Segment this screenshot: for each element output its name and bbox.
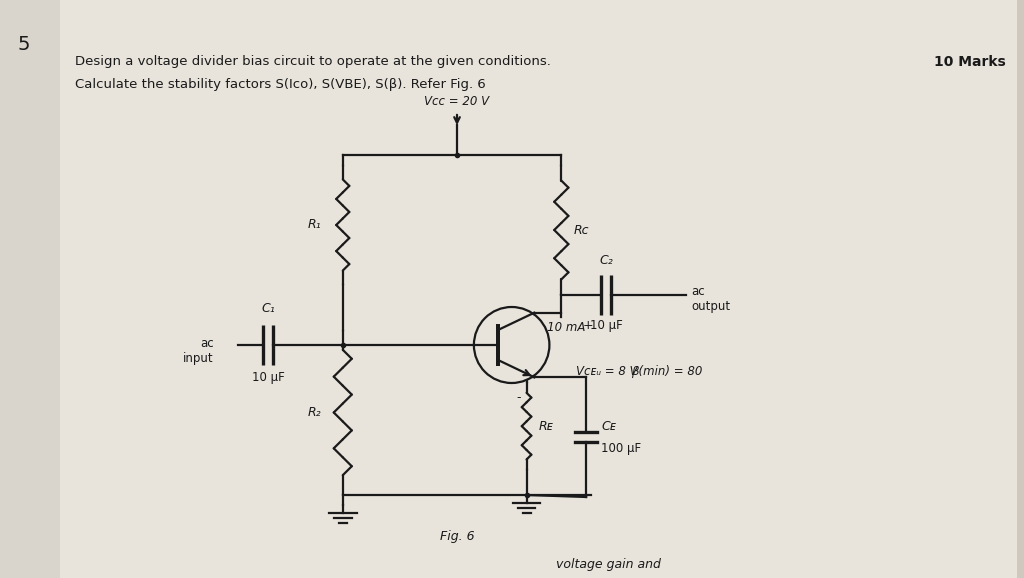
Text: voltage gain and: voltage gain and <box>556 558 662 571</box>
Text: Vᴄᴄ = 20 V: Vᴄᴄ = 20 V <box>425 95 489 108</box>
Text: C₂: C₂ <box>599 254 613 267</box>
Text: Cᴇ: Cᴇ <box>601 420 616 433</box>
Text: Rᴄ: Rᴄ <box>573 224 589 236</box>
Circle shape <box>474 307 550 383</box>
Text: 10 μF: 10 μF <box>590 319 623 332</box>
Text: +: + <box>583 319 594 332</box>
Text: 5: 5 <box>17 35 31 54</box>
Text: ac
input: ac input <box>183 337 214 365</box>
Text: C₁: C₁ <box>261 302 275 315</box>
Text: Calculate the stability factors S(Ico), S(VBE), S(β). Refer Fig. 6: Calculate the stability factors S(Ico), … <box>75 78 485 91</box>
Text: R₁: R₁ <box>307 218 321 232</box>
Text: ac
output: ac output <box>691 285 730 313</box>
Text: -: - <box>517 391 521 404</box>
Text: β(min) = 80: β(min) = 80 <box>631 365 702 378</box>
Text: Vᴄᴇᵤ = 8 V: Vᴄᴇᵤ = 8 V <box>577 365 638 378</box>
Text: Iᴄᵤ = 10 mA: Iᴄᵤ = 10 mA <box>515 321 585 334</box>
Text: 10 Marks: 10 Marks <box>934 55 1006 69</box>
Text: R₂: R₂ <box>307 406 321 419</box>
Text: Rᴇ: Rᴇ <box>539 420 553 433</box>
Bar <box>0 0 59 578</box>
Text: Fig. 6: Fig. 6 <box>439 530 474 543</box>
Text: 10 μF: 10 μF <box>252 371 285 384</box>
Text: 100 μF: 100 μF <box>601 442 641 455</box>
Text: Design a voltage divider bias circuit to operate at the given conditions.: Design a voltage divider bias circuit to… <box>75 55 550 68</box>
